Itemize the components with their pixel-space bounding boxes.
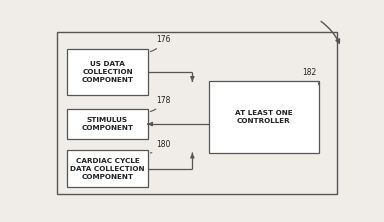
Text: 178: 178: [151, 96, 171, 111]
Bar: [67, 49, 148, 95]
Bar: [67, 150, 148, 187]
Text: AT LEAST ONE
CONTROLLER: AT LEAST ONE CONTROLLER: [235, 110, 293, 124]
Text: 182: 182: [303, 68, 319, 85]
Text: 180: 180: [151, 140, 171, 153]
Text: STIMULUS
COMPONENT: STIMULUS COMPONENT: [81, 117, 134, 131]
Bar: [67, 109, 148, 139]
Bar: [209, 81, 319, 153]
Text: 176: 176: [151, 35, 171, 52]
Text: US DATA
COLLECTION
COMPONENT: US DATA COLLECTION COMPONENT: [81, 61, 134, 83]
Text: CARDIAC CYCLE
DATA COLLECTION
COMPONENT: CARDIAC CYCLE DATA COLLECTION COMPONENT: [70, 158, 145, 180]
